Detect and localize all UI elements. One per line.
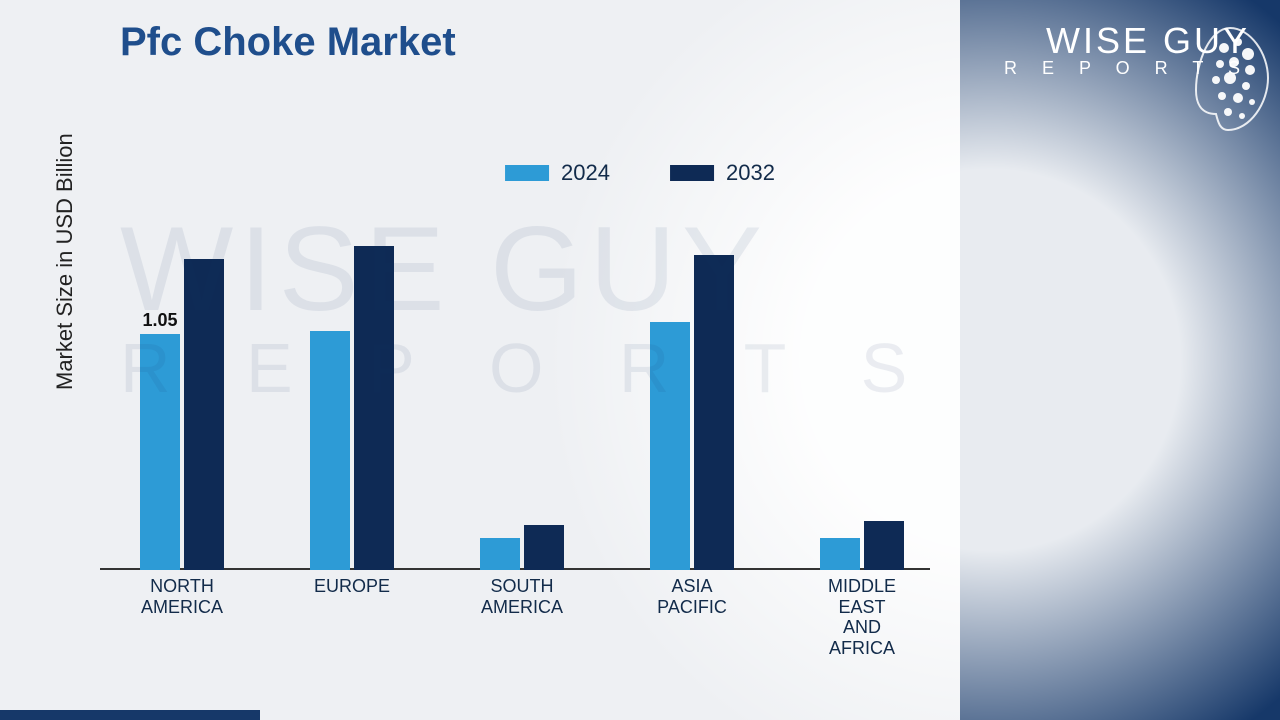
x-category-label: ASIAPACIFIC <box>625 576 759 617</box>
bar <box>354 246 394 570</box>
y-axis-label: Market Size in USD Billion <box>52 133 78 390</box>
bar: 1.05 <box>140 334 180 570</box>
stage: Pfc Choke Market WISE GUY R E P O R T S … <box>0 0 1280 720</box>
brand-line1: WISE GUY <box>1004 20 1250 62</box>
chart-title: Pfc Choke Market <box>120 20 456 65</box>
bar <box>184 259 224 570</box>
bar <box>864 521 904 570</box>
bar <box>650 322 690 570</box>
bar-group <box>820 521 904 570</box>
legend-label: 2032 <box>726 160 775 186</box>
legend-label: 2024 <box>561 160 610 186</box>
bar-group: 1.05 <box>140 259 224 570</box>
legend-swatch <box>505 165 549 181</box>
footer-accent-bar <box>0 710 260 720</box>
brand-logo-text: WISE GUY R E P O R T S <box>1004 20 1250 79</box>
bar <box>524 525 564 570</box>
x-category-label: EUROPE <box>285 576 419 597</box>
plot-area: 1.05 <box>100 210 930 570</box>
legend-item: 2024 <box>505 160 610 186</box>
legend-item: 2032 <box>670 160 775 186</box>
bar <box>310 331 350 570</box>
legend: 2024 2032 <box>505 160 775 186</box>
bar-value-label: 1.05 <box>142 310 177 331</box>
x-category-label: MIDDLEEASTANDAFRICA <box>795 576 929 659</box>
legend-swatch <box>670 165 714 181</box>
x-category-label: NORTHAMERICA <box>115 576 249 617</box>
bar <box>694 255 734 570</box>
panel: Pfc Choke Market WISE GUY R E P O R T S … <box>0 0 1280 720</box>
bar <box>820 538 860 570</box>
bar-group <box>480 525 564 570</box>
bar-group <box>310 246 394 570</box>
brand-line2: R E P O R T S <box>1004 58 1250 79</box>
bar <box>480 538 520 570</box>
x-category-label: SOUTHAMERICA <box>455 576 589 617</box>
bar-group <box>650 255 734 570</box>
